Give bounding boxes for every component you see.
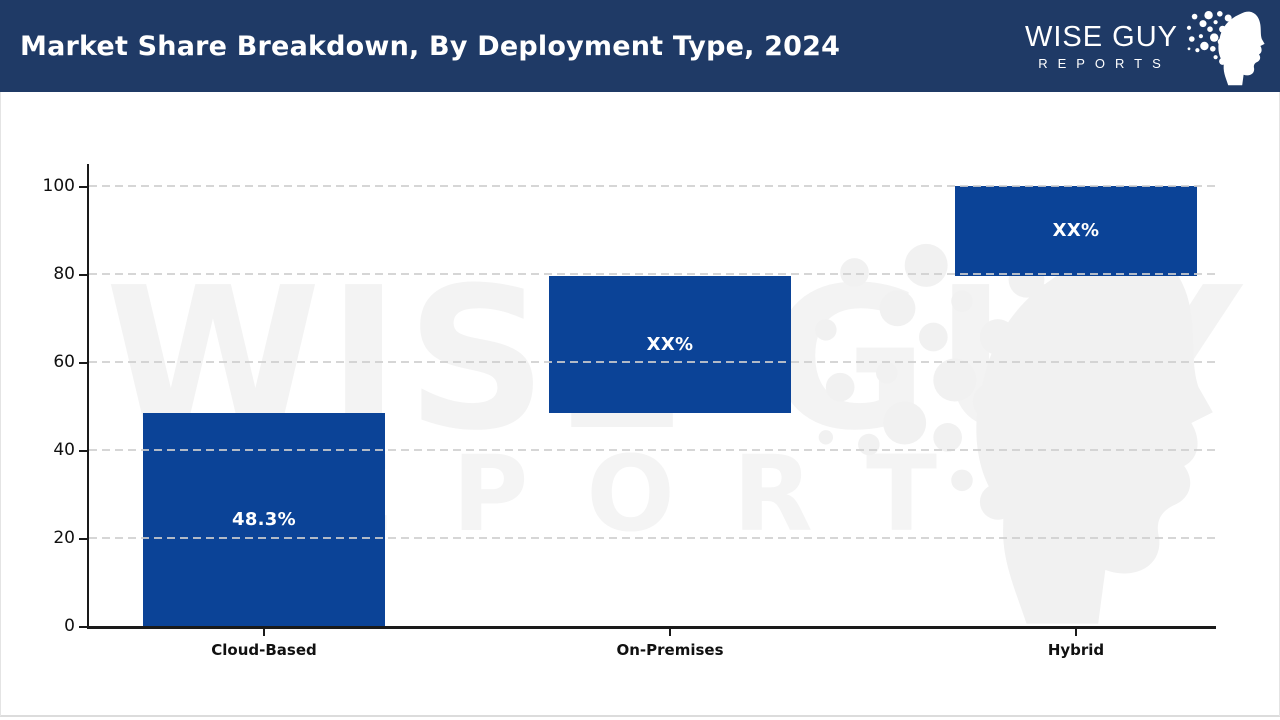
y-tick-40 (79, 450, 87, 452)
bar-on-premises: XX% (549, 275, 791, 414)
x-tick-0 (263, 629, 265, 636)
logo-text: WISE GUY REPORTS (1024, 20, 1178, 71)
gridline-y80 (89, 273, 1216, 275)
y-tick-label-80: 80 (53, 264, 75, 284)
y-tick-label-0: 0 (64, 616, 75, 636)
x-tick-1 (669, 629, 671, 636)
y-tick-60 (79, 362, 87, 364)
y-tick-label-20: 20 (53, 528, 75, 548)
bar-cloud-based: 48.3% (143, 413, 385, 626)
y-tick-20 (79, 538, 87, 540)
x-label-on-premises: On-Premises (616, 641, 724, 659)
y-tick-0 (79, 626, 87, 628)
x-label-cloud-based: Cloud-Based (211, 641, 317, 659)
watermark-head-icon (790, 218, 1220, 632)
logo-subtitle: REPORTS (1038, 55, 1171, 71)
y-tick-label-60: 60 (53, 352, 75, 372)
x-axis-spine (87, 626, 1216, 629)
x-label-hybrid: Hybrid (1047, 641, 1105, 659)
page-bottom-rule (0, 715, 1280, 717)
wise-guy-reports-logo: WISE GUY REPORTS (1025, 6, 1266, 86)
logo-head-icon (1182, 6, 1266, 86)
gridline-y100 (89, 185, 1216, 187)
bar-value-label: 48.3% (232, 509, 296, 531)
y-tick-100 (79, 186, 87, 188)
header-bar: Market Share Breakdown, By Deployment Ty… (0, 0, 1280, 92)
x-tick-2 (1075, 629, 1077, 636)
waterfall-chart: 48.3% XX% XX% 0 20 40 60 80 100 Cloud-Based On-Pre… (0, 92, 1280, 716)
gridline-y60 (89, 361, 1216, 363)
y-axis-spine (87, 164, 89, 629)
page-title: Market Share Breakdown, By Deployment Ty… (20, 30, 841, 62)
y-tick-label-40: 40 (53, 440, 75, 460)
y-tick-label-100: 100 (42, 176, 75, 196)
y-tick-80 (79, 274, 87, 276)
logo-wordmark: WISE GUY (1024, 20, 1178, 53)
bar-value-label: XX% (1052, 220, 1100, 242)
page-left-rule (0, 92, 1, 716)
bar-hybrid: XX% (955, 186, 1197, 276)
bar-value-label: XX% (646, 334, 694, 356)
gridline-y20 (89, 537, 1216, 539)
gridline-y40 (89, 449, 1216, 451)
